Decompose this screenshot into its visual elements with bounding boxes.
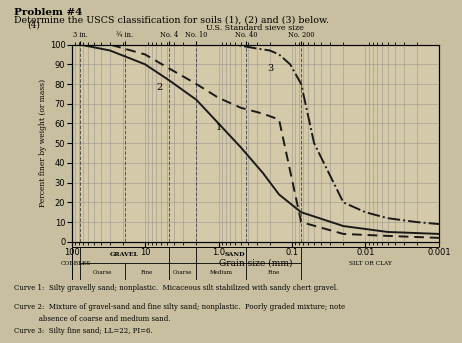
Text: 3: 3 [267, 64, 273, 73]
Text: Curve 3:  Silty fine sand; LL=22, PI=6.: Curve 3: Silty fine sand; LL=22, PI=6. [14, 327, 152, 334]
Text: Coarse: Coarse [173, 270, 192, 275]
Y-axis label: Percent finer by weight (or mass): Percent finer by weight (or mass) [39, 79, 47, 207]
X-axis label: U.S. Standard sieve size: U.S. Standard sieve size [207, 24, 304, 32]
Text: Curve 1:  Silty gravelly sand; nonplastic.  Micaceous silt stabilized with sandy: Curve 1: Silty gravelly sand; nonplastic… [14, 284, 338, 292]
Text: Medium: Medium [210, 270, 233, 275]
Text: Determine the USCS classification for soils (1), (2) and (3) below.: Determine the USCS classification for so… [14, 15, 329, 24]
Text: SAND: SAND [225, 252, 245, 257]
Text: Problem #4: Problem #4 [14, 8, 82, 16]
Text: SILT OR CLAY: SILT OR CLAY [349, 261, 391, 266]
Text: 1: 1 [215, 123, 222, 132]
Text: Coarse: Coarse [93, 270, 112, 275]
Text: Curve 2:  Mixture of gravel-sand and fine silty sand; nonplastic.  Poorly graded: Curve 2: Mixture of gravel-sand and fine… [14, 303, 345, 310]
Text: Fine: Fine [267, 270, 280, 275]
Text: (4): (4) [28, 21, 40, 30]
Text: COBBLES: COBBLES [61, 261, 91, 266]
Text: absence of coarse and medium sand.: absence of coarse and medium sand. [14, 315, 170, 322]
Text: Fine: Fine [140, 270, 153, 275]
Text: GRAVEL: GRAVEL [110, 252, 139, 257]
Text: 2: 2 [157, 83, 163, 93]
X-axis label: Grain size (mm): Grain size (mm) [219, 259, 292, 268]
